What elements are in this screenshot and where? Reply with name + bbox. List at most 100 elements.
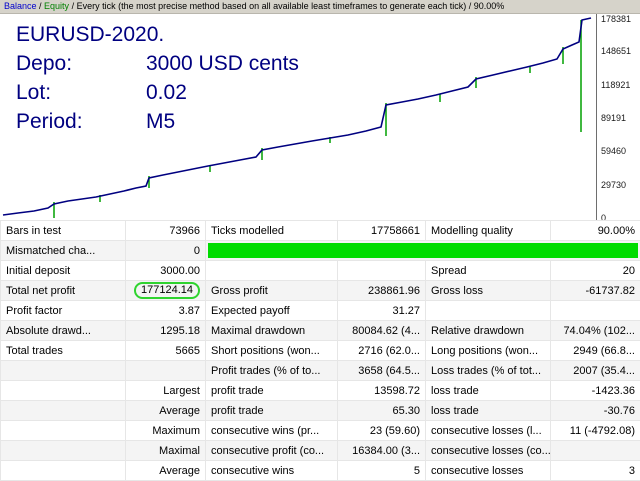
total-net-profit-highlight: 177124.14 — [134, 282, 200, 299]
row-value: Maximal — [126, 441, 206, 461]
row-label — [1, 401, 126, 421]
chart-annotation: EURUSD-2020. Depo:3000 USD cents Lot:0.0… — [16, 20, 299, 136]
row-value: 80084.62 (4... — [338, 321, 426, 341]
row-value: Average — [126, 461, 206, 481]
row-value: Maximum — [126, 421, 206, 441]
row-value: 73966 — [126, 221, 206, 241]
row-label: Absolute drawd... — [1, 321, 126, 341]
annotation-value: 3000 USD cents — [146, 52, 299, 75]
row-label: consecutive losses (l... — [426, 421, 551, 441]
y-axis-label: 59460 — [601, 146, 626, 156]
annotation-label: Period: — [16, 107, 146, 136]
row-label: loss trade — [426, 381, 551, 401]
row-label: Bars in test — [1, 221, 126, 241]
annotation-label: Depo: — [16, 49, 146, 78]
row-label: Ticks modelled — [206, 221, 338, 241]
y-axis-label: 118921 — [601, 80, 630, 90]
row-label: Profit factor — [1, 301, 126, 321]
row-value: -61737.82 — [551, 281, 640, 301]
annotation-value: 0.02 — [146, 81, 187, 104]
row-label: Maximal drawdown — [206, 321, 338, 341]
row-value: 3.87 — [126, 301, 206, 321]
row-value: 2716 (62.0... — [338, 341, 426, 361]
row-value — [338, 261, 426, 281]
row-value: 3 — [551, 461, 640, 481]
balance-chart: EURUSD-2020. Depo:3000 USD cents Lot:0.0… — [0, 14, 640, 220]
row-label: Modelling quality — [426, 221, 551, 241]
row-value: 177124.14 — [126, 281, 206, 301]
row-value: 90.00% — [551, 221, 640, 241]
row-value: 16384.00 (3... — [338, 441, 426, 461]
row-label: Total trades — [1, 341, 126, 361]
row-label: Gross profit — [206, 281, 338, 301]
row-value: 74.04% (102... — [551, 321, 640, 341]
annotation-title: EURUSD-2020. — [16, 20, 299, 49]
row-value: 2007 (35.4... — [551, 361, 640, 381]
row-label: consecutive wins — [206, 461, 338, 481]
row-label: consecutive losses — [426, 461, 551, 481]
row-value: 17758661 — [338, 221, 426, 241]
row-label: Expected payoff — [206, 301, 338, 321]
annotation-line: Period:M5 — [16, 107, 299, 136]
report-row: Mismatched cha...0 — [1, 241, 640, 261]
row-label: consecutive losses (co... — [426, 441, 551, 461]
row-value — [551, 301, 640, 321]
row-label — [1, 381, 126, 401]
row-value: 11 (-4792.08) — [551, 421, 640, 441]
row-value: 13598.72 — [338, 381, 426, 401]
row-value: -30.76 — [551, 401, 640, 421]
row-label: profit trade — [206, 381, 338, 401]
row-label: Relative drawdown — [426, 321, 551, 341]
row-value: -1423.36 — [551, 381, 640, 401]
row-label — [206, 261, 338, 281]
balance-legend: Balance — [4, 1, 37, 11]
row-label: Loss trades (% of tot... — [426, 361, 551, 381]
row-label: Mismatched cha... — [1, 241, 126, 261]
modelling-quality-bar — [208, 243, 638, 258]
row-label: consecutive profit (co... — [206, 441, 338, 461]
row-label: Initial deposit — [1, 261, 126, 281]
row-value: 5665 — [126, 341, 206, 361]
annotation-label: Lot: — [16, 78, 146, 107]
row-label: loss trade — [426, 401, 551, 421]
chart-legend-bar: Balance / Equity / Every tick (the most … — [0, 0, 640, 14]
row-label — [1, 441, 126, 461]
row-value: 23 (59.60) — [338, 421, 426, 441]
row-value: 238861.96 — [338, 281, 426, 301]
row-label — [1, 421, 126, 441]
row-label — [1, 361, 126, 381]
row-value: 0 — [126, 241, 206, 261]
row-value — [551, 441, 640, 461]
row-value: 31.27 — [338, 301, 426, 321]
legend-separator: / — [37, 1, 45, 11]
y-axis-label: 148651 — [601, 46, 631, 56]
row-value: 1295.18 — [126, 321, 206, 341]
row-label: Short positions (won... — [206, 341, 338, 361]
tick-model-label: / Every tick (the most precise method ba… — [69, 1, 504, 11]
row-value: 65.30 — [338, 401, 426, 421]
annotation-value: M5 — [146, 110, 175, 133]
row-label: profit trade — [206, 401, 338, 421]
annotation-line: Depo:3000 USD cents — [16, 49, 299, 78]
row-value: Average — [126, 401, 206, 421]
row-value: 20 — [551, 261, 640, 281]
row-label: Spread — [426, 261, 551, 281]
row-value: 5 — [338, 461, 426, 481]
y-axis-label: 178381 — [601, 14, 631, 24]
row-label — [426, 301, 551, 321]
row-label — [1, 461, 126, 481]
row-label: Profit trades (% of to... — [206, 361, 338, 381]
row-label: Total net profit — [1, 281, 126, 301]
